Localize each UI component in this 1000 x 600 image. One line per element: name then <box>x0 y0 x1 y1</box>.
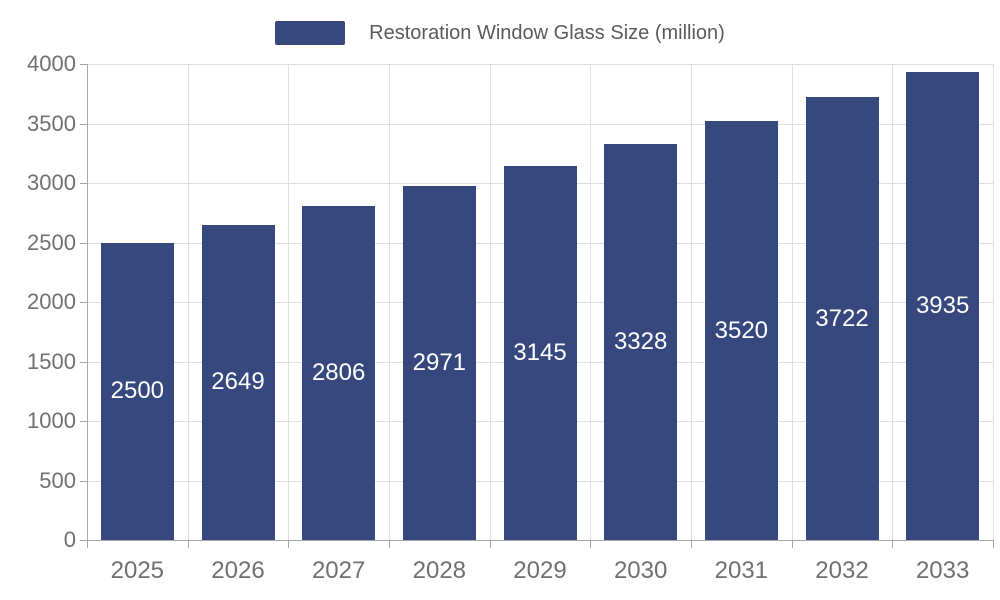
y-axis-tick <box>80 421 87 422</box>
y-axis-tick <box>80 540 87 541</box>
gridline-vertical <box>791 64 793 540</box>
x-axis-tick <box>187 540 189 548</box>
y-tick-label: 3500 <box>27 110 76 136</box>
x-axis-tick <box>489 540 491 548</box>
bar: 3935 <box>906 71 980 540</box>
gridline-vertical <box>489 64 491 540</box>
y-axis-tick <box>80 480 87 482</box>
gridline-vertical <box>892 64 894 540</box>
x-axis-tick <box>590 540 592 548</box>
bar: 2500 <box>100 242 174 540</box>
legend-label: Restoration Window Glass Size (million) <box>369 22 725 44</box>
legend-swatch <box>275 21 346 45</box>
y-tick-label: 3000 <box>27 170 76 195</box>
legend-item[interactable]: Restoration Window Glass Size (million) <box>0 21 1000 45</box>
x-axis-tick <box>389 540 390 548</box>
x-tick-label: 2029 <box>513 557 567 584</box>
x-tick-label: 2033 <box>915 557 970 584</box>
x-axis-tick <box>892 540 894 548</box>
y-tick-label: 500 <box>39 467 76 493</box>
bar: 2971 <box>402 186 476 540</box>
bar: 3722 <box>805 97 879 540</box>
y-tick-label: 0 <box>63 527 76 552</box>
y-tick-label: 1500 <box>27 348 76 374</box>
bar-value-label: 2500 <box>110 377 165 405</box>
gridline-vertical <box>691 64 692 540</box>
x-tick-label: 2030 <box>613 557 668 584</box>
y-tick-label: 2000 <box>27 289 76 314</box>
x-tick-label: 2031 <box>714 557 769 584</box>
y-axis-tick <box>80 302 87 303</box>
y-tick-label: 1000 <box>27 408 76 433</box>
x-axis-tick <box>993 540 994 548</box>
bar: 2649 <box>201 224 275 540</box>
x-tick-label: 2028 <box>412 557 467 584</box>
x-axis-tick <box>87 540 88 548</box>
bar-value-label: 2971 <box>412 349 467 377</box>
y-axis-tick <box>80 123 87 125</box>
bar-value-label: 2806 <box>311 359 366 387</box>
gridline-horizontal <box>87 64 993 65</box>
plot-right-border <box>993 64 994 540</box>
bar-value-label: 3328 <box>613 327 668 355</box>
gridline-vertical <box>187 64 189 540</box>
y-axis-tick <box>80 361 87 363</box>
y-axis-tick <box>80 242 87 244</box>
y-axis-tick <box>80 183 87 184</box>
x-axis-tick <box>791 540 793 548</box>
bar: 3328 <box>604 143 678 540</box>
bar-value-label: 3722 <box>815 304 869 332</box>
bar: 2806 <box>302 206 376 540</box>
x-tick-label: 2026 <box>211 557 265 584</box>
x-tick-label: 2032 <box>815 557 869 584</box>
bar-value-label: 2649 <box>211 368 265 396</box>
bar-value-label: 3935 <box>915 291 970 319</box>
gridline-vertical <box>590 64 592 540</box>
gridline-horizontal <box>87 123 993 125</box>
x-tick-label: 2025 <box>110 557 165 584</box>
y-axis-tick <box>80 64 87 65</box>
x-axis-line <box>87 540 994 541</box>
x-tick-label: 2027 <box>311 557 366 584</box>
y-axis-line <box>87 64 88 540</box>
gridline-vertical <box>288 64 290 540</box>
gridline-vertical <box>389 64 390 540</box>
bar-value-label: 3520 <box>714 316 769 344</box>
bar: 3145 <box>503 165 577 540</box>
bar: 3520 <box>704 121 778 540</box>
y-tick-label: 4000 <box>27 51 76 76</box>
x-axis-tick <box>288 540 290 548</box>
x-axis-tick <box>691 540 692 548</box>
y-tick-label: 2500 <box>27 229 76 255</box>
bar-value-label: 3145 <box>513 338 567 366</box>
